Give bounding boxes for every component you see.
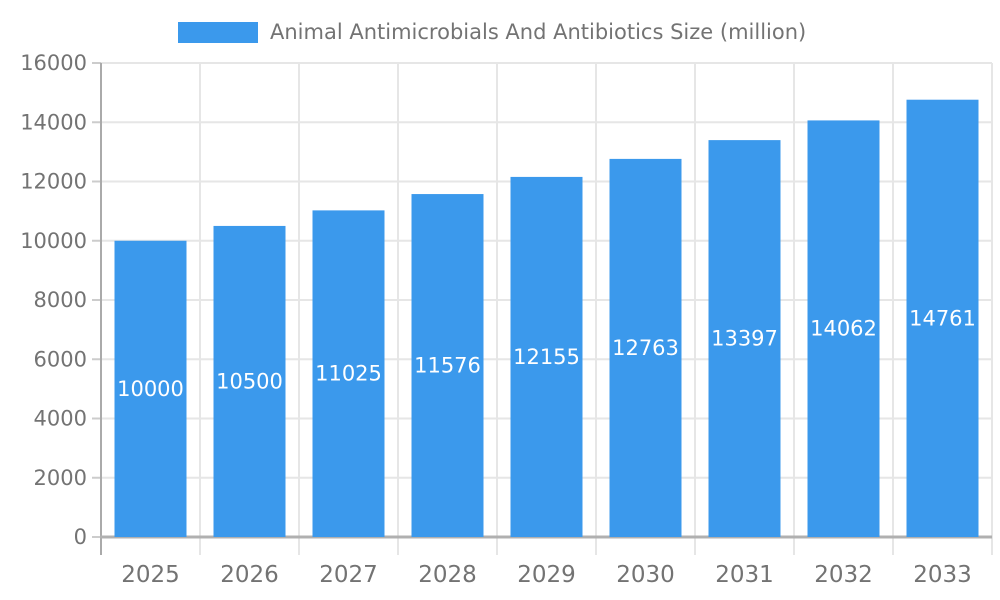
y-axis-label: 2000: [34, 466, 87, 490]
y-axis-label: 12000: [20, 170, 87, 194]
y-axis-label: 6000: [34, 347, 87, 371]
y-axis-label: 10000: [20, 229, 87, 253]
bar-2028: [411, 194, 484, 537]
legend-swatch: [178, 22, 258, 43]
bar-value-label: 14761: [909, 306, 976, 330]
y-axis-label: 16000: [20, 51, 87, 75]
x-axis-label: 2031: [715, 562, 774, 588]
bar-value-label: 13397: [711, 327, 778, 351]
y-axis-label: 8000: [34, 288, 87, 312]
y-axis-label: 14000: [20, 110, 87, 134]
x-axis-label: 2033: [913, 562, 972, 588]
x-axis-label: 2025: [121, 562, 180, 588]
bar-value-label: 14062: [810, 317, 877, 341]
bar-2031: [708, 140, 781, 537]
x-axis-label: 2030: [616, 562, 675, 588]
x-axis-label: 2027: [319, 562, 378, 588]
x-axis-label: 2032: [814, 562, 873, 588]
bar-2025: [114, 240, 187, 537]
x-axis-label: 2028: [418, 562, 477, 588]
bar-2030: [609, 158, 682, 537]
bar-value-label: 12763: [612, 336, 679, 360]
x-axis-label: 2026: [220, 562, 279, 588]
y-axis-label: 0: [74, 525, 87, 549]
bar-2033: [906, 99, 979, 537]
bar-value-label: 11576: [414, 354, 481, 378]
legend: Animal Antimicrobials And Antibiotics Si…: [178, 22, 806, 43]
legend-title: Animal Antimicrobials And Antibiotics Si…: [270, 20, 807, 44]
bar-value-label: 10000: [117, 377, 184, 401]
bar-2027: [312, 210, 385, 537]
bar-2026: [213, 225, 286, 537]
bar-value-label: 10500: [216, 369, 283, 393]
bar-2029: [510, 176, 583, 537]
bar-2032: [807, 120, 880, 537]
x-axis-label: 2029: [517, 562, 576, 588]
bar-value-label: 12155: [513, 345, 580, 369]
bar-value-label: 11025: [315, 362, 382, 386]
y-axis-label: 4000: [34, 407, 87, 431]
